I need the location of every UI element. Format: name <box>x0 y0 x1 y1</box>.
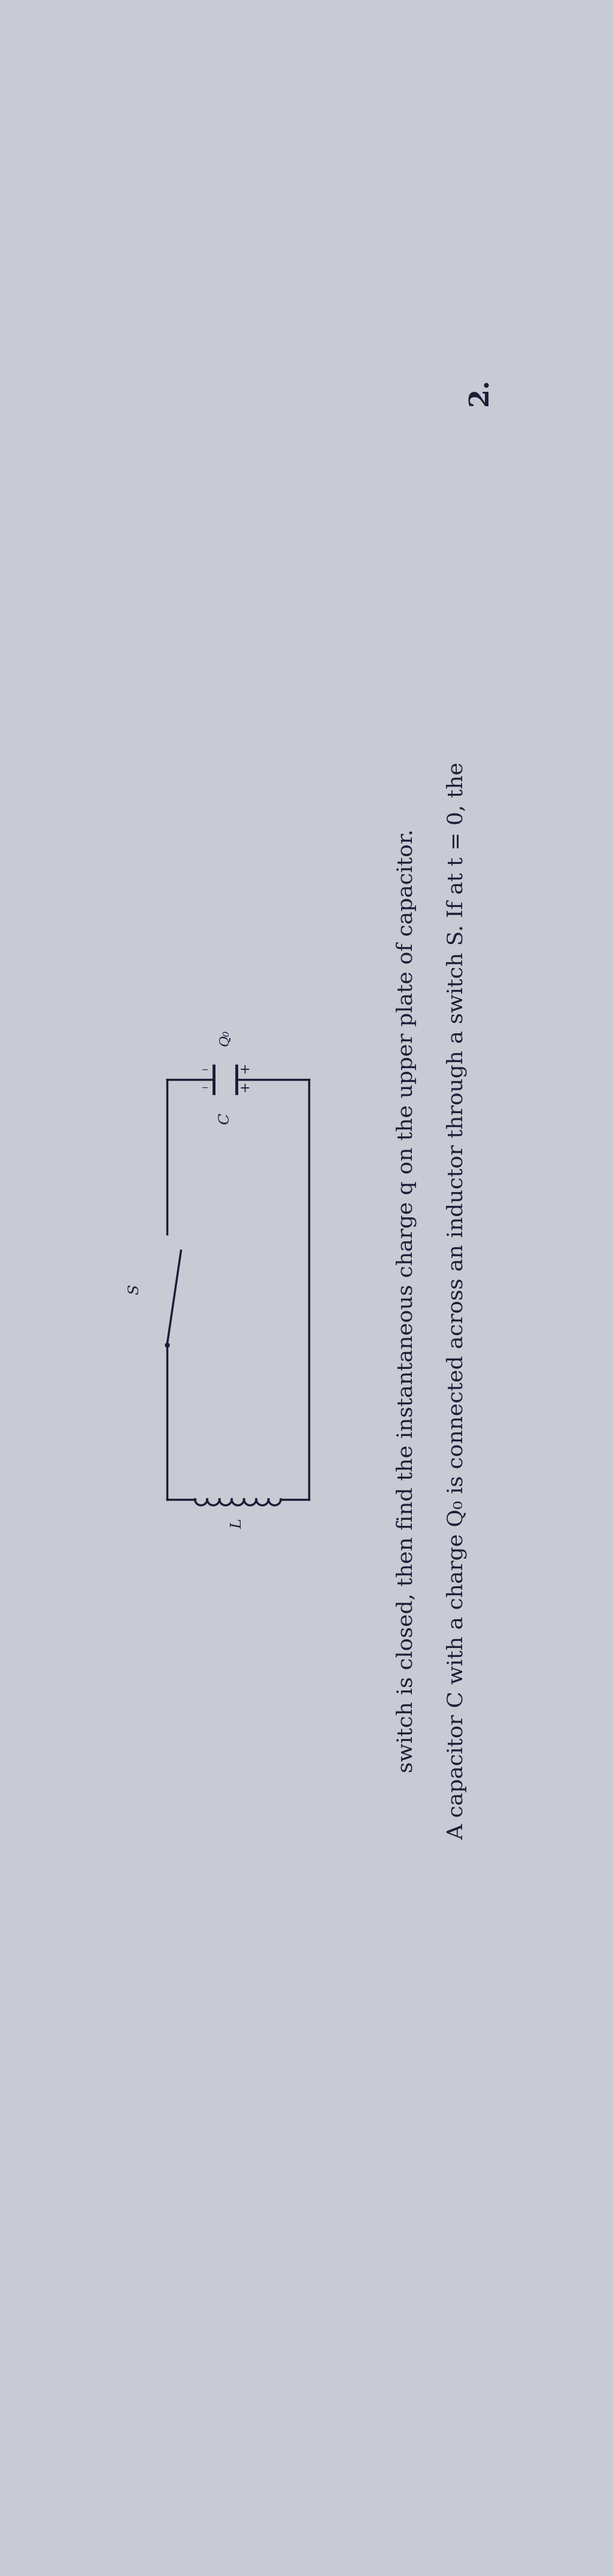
Text: –: – <box>202 1082 208 1095</box>
Text: 2.: 2. <box>467 379 493 407</box>
Text: +: + <box>240 1082 251 1095</box>
Text: +: + <box>240 1064 251 1077</box>
Text: C: C <box>218 1113 232 1123</box>
Text: A capacitor C with a charge Q₀ is connected across an inductor through a switch : A capacitor C with a charge Q₀ is connec… <box>447 762 467 1839</box>
Text: –: – <box>202 1064 208 1077</box>
Text: switch is closed, then find the instantaneous charge q on the upper plate of cap: switch is closed, then find the instanta… <box>396 829 416 1772</box>
Text: Q₀: Q₀ <box>218 1030 232 1046</box>
Text: L: L <box>231 1520 245 1528</box>
Text: S: S <box>128 1285 142 1296</box>
